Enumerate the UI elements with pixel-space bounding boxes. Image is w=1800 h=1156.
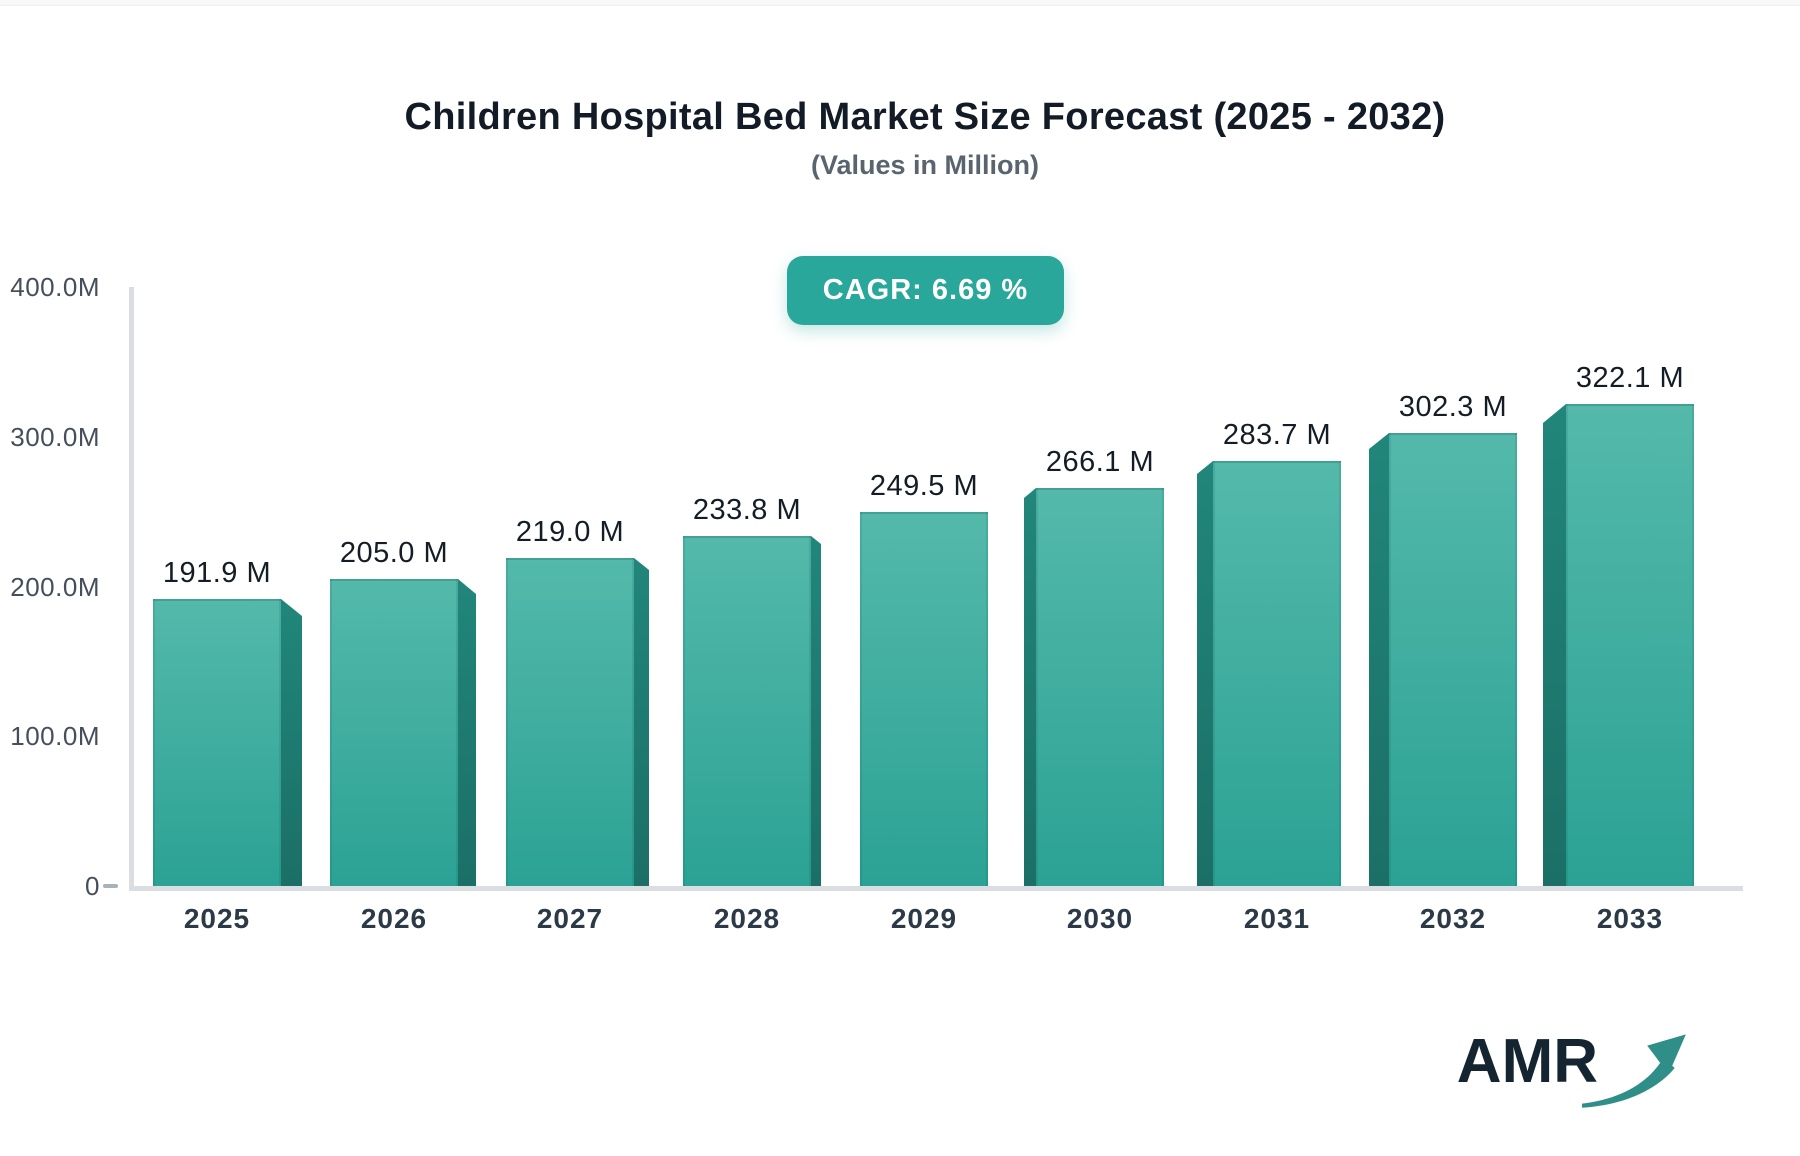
cagr-badge: CAGR: 6.69 % (787, 256, 1064, 325)
bar (860, 512, 988, 886)
bar (506, 558, 634, 886)
bar (1036, 488, 1164, 886)
x-axis-tick-label: 2025 (183, 903, 251, 934)
x-axis-tick-label: 2031 (1243, 903, 1311, 934)
bar-value-label: 302.3 M (1398, 391, 1508, 423)
amr-logo: AMR (1457, 1010, 1692, 1112)
bar-value-label: 283.7 M (1222, 419, 1332, 451)
bar (1213, 461, 1341, 886)
bar-value-label: 322.1 M (1575, 362, 1685, 394)
x-axis-tick-label: 2033 (1596, 903, 1664, 934)
bar-value-label: 205.0 M (339, 537, 449, 569)
bar-side-face (811, 536, 821, 886)
zero-tick-dash (103, 884, 118, 888)
y-axis-line (129, 287, 134, 891)
bar (1566, 404, 1694, 886)
bar (683, 536, 811, 886)
top-edge-strip (0, 0, 1800, 6)
x-axis-tick-label: 2032 (1419, 903, 1487, 934)
x-axis-line (129, 886, 1743, 891)
amr-logo-text: AMR (1456, 1026, 1598, 1096)
bar (1389, 433, 1517, 886)
chart-subtitle: (Values in Million) (810, 150, 1040, 180)
y-axis-tick-label: 300.0M (10, 421, 100, 452)
bar-side-face (458, 579, 476, 886)
bar-value-label: 266.1 M (1045, 446, 1155, 478)
bar-value-label: 233.8 M (692, 494, 802, 526)
bar-value-label: 191.9 M (162, 557, 272, 589)
bar-side-face (1543, 404, 1566, 886)
x-axis-tick-label: 2030 (1066, 903, 1134, 934)
growth-arrow-icon (1582, 1034, 1686, 1108)
bar-value-label: 219.0 M (515, 516, 625, 548)
x-axis-tick-label: 2026 (360, 903, 428, 934)
bar (330, 579, 458, 886)
x-axis-tick-label: 2029 (890, 903, 958, 934)
bar-side-face (1197, 461, 1213, 886)
bar (153, 599, 281, 886)
y-axis-tick-label: 200.0M (10, 571, 100, 602)
y-axis-tick-label: 400.0M (10, 272, 100, 302)
x-axis-tick-label: 2027 (536, 903, 604, 934)
y-axis-tick-label: 0 (85, 871, 100, 901)
cagr-badge-label: CAGR: 6.69 % (822, 274, 1029, 306)
x-axis-tick-label: 2028 (713, 903, 781, 934)
bar-side-face (634, 558, 649, 886)
chart-title: Children Hospital Bed Market Size Foreca… (404, 96, 1446, 138)
bar-value-label: 249.5 M (869, 470, 979, 502)
y-axis-tick-label: 100.0M (10, 721, 100, 752)
bar-side-face (281, 599, 302, 886)
bar-side-face (1369, 433, 1389, 886)
bar-side-face (1024, 488, 1036, 886)
